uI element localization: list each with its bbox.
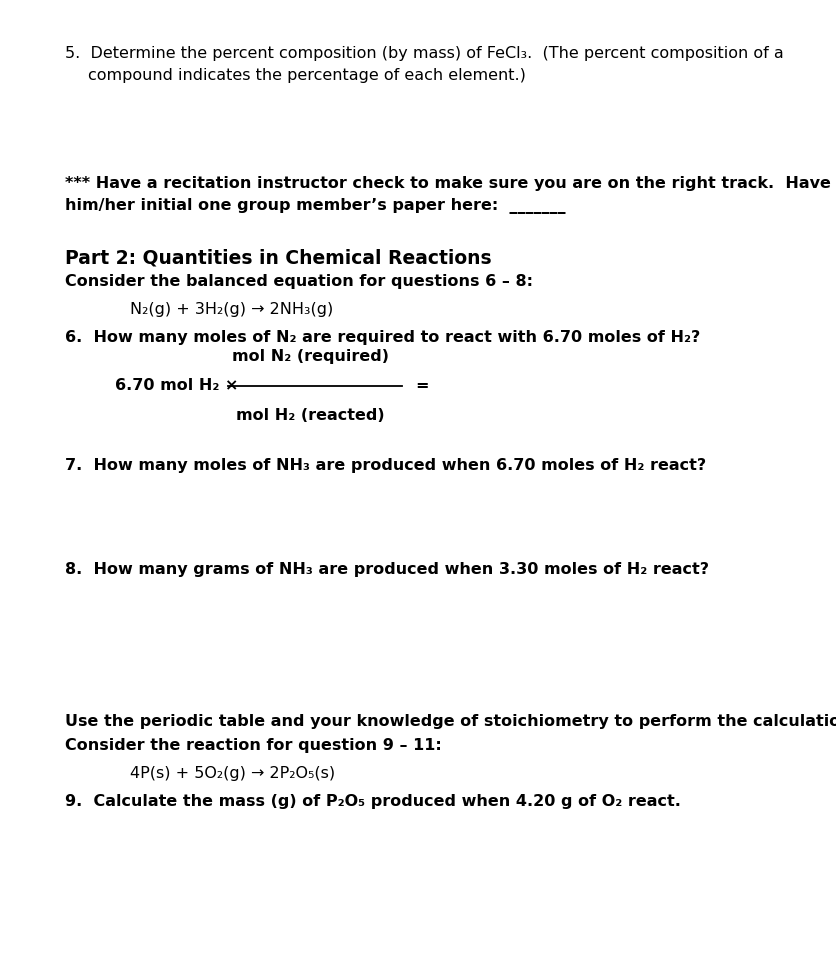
Text: mol H₂ (reacted): mol H₂ (reacted) <box>236 408 384 423</box>
Text: 9.  Calculate the mass (g) of P₂O₅ produced when 4.20 g of O₂ react.: 9. Calculate the mass (g) of P₂O₅ produc… <box>65 794 680 809</box>
Text: 8.  How many grams of NH₃ are produced when 3.30 moles of H₂ react?: 8. How many grams of NH₃ are produced wh… <box>65 562 708 577</box>
Text: mol N₂ (required): mol N₂ (required) <box>232 349 388 364</box>
Text: compound indicates the percentage of each element.): compound indicates the percentage of eac… <box>88 68 525 83</box>
Text: Consider the reaction for question 9 – 11:: Consider the reaction for question 9 – 1… <box>65 738 441 753</box>
Text: 6.70 mol H₂ ×: 6.70 mol H₂ × <box>115 379 238 393</box>
Text: Consider the balanced equation for questions 6 – 8:: Consider the balanced equation for quest… <box>65 274 533 289</box>
Text: Part 2: Quantities in Chemical Reactions: Part 2: Quantities in Chemical Reactions <box>65 248 491 267</box>
Text: *** Have a recitation instructor check to make sure you are on the right track. : *** Have a recitation instructor check t… <box>65 176 830 191</box>
Text: N₂(g) + 3H₂(g) → 2NH₃(g): N₂(g) + 3H₂(g) → 2NH₃(g) <box>130 302 333 317</box>
Text: 4P(s) + 5O₂(g) → 2P₂O₅(s): 4P(s) + 5O₂(g) → 2P₂O₅(s) <box>130 766 334 781</box>
Text: him/her initial one group member’s paper here:  _______: him/her initial one group member’s paper… <box>65 198 565 214</box>
Text: 5.  Determine the percent composition (by mass) of FeCl₃.  (The percent composit: 5. Determine the percent composition (by… <box>65 46 782 61</box>
Text: =: = <box>415 379 428 393</box>
Text: 6.  How many moles of N₂ are required to react with 6.70 moles of H₂?: 6. How many moles of N₂ are required to … <box>65 330 700 345</box>
Text: 7.  How many moles of NH₃ are produced when 6.70 moles of H₂ react?: 7. How many moles of NH₃ are produced wh… <box>65 458 706 473</box>
Text: Use the periodic table and your knowledge of stoichiometry to perform the calcul: Use the periodic table and your knowledg… <box>65 714 836 729</box>
